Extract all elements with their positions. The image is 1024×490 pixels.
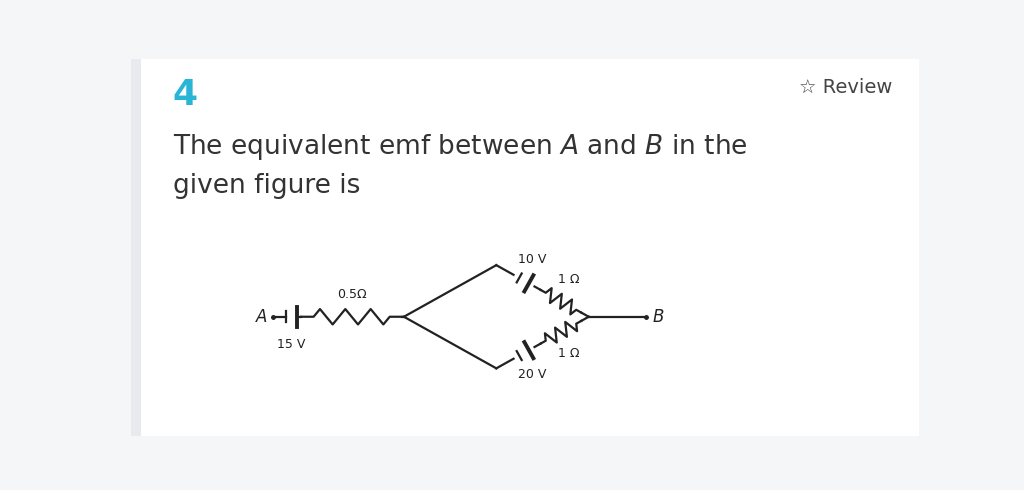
Text: 1 Ω: 1 Ω xyxy=(558,347,580,360)
Text: given figure is: given figure is xyxy=(173,173,360,199)
Text: 10 V: 10 V xyxy=(518,253,547,266)
Text: 15 V: 15 V xyxy=(278,338,306,351)
Text: ☆ Review: ☆ Review xyxy=(800,78,893,97)
Text: 1 Ω: 1 Ω xyxy=(558,273,580,287)
Text: 4: 4 xyxy=(173,78,198,112)
Text: A: A xyxy=(255,308,267,326)
Text: B: B xyxy=(652,308,664,326)
Bar xyxy=(130,59,140,436)
Text: The equivalent emf between $A$ and $B$ in the: The equivalent emf between $A$ and $B$ i… xyxy=(173,132,748,162)
Text: 0.5Ω: 0.5Ω xyxy=(337,288,367,301)
Text: 20 V: 20 V xyxy=(518,368,547,381)
